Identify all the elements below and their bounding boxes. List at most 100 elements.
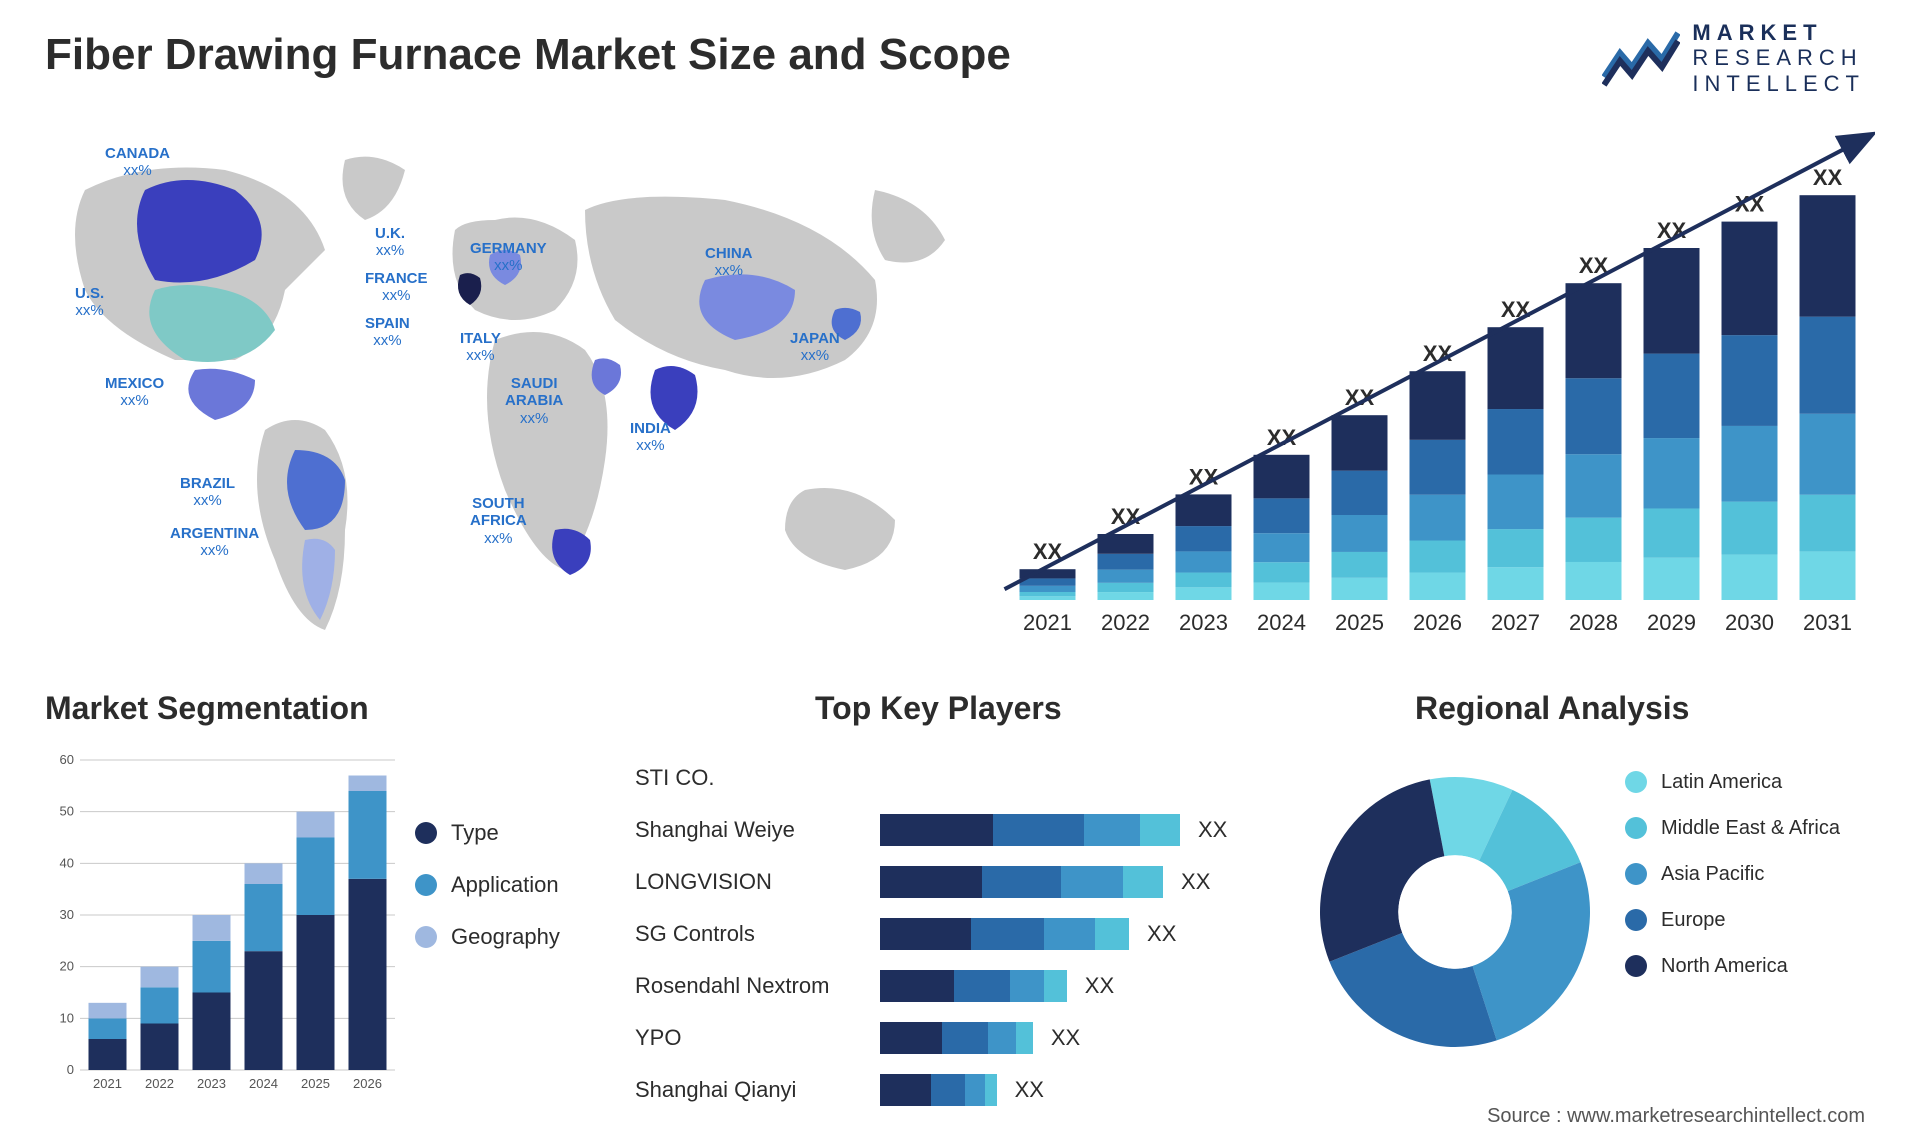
logo-text: MARKET RESEARCH INTELLECT bbox=[1692, 20, 1865, 96]
country-label-mexico: MEXICOxx% bbox=[105, 375, 164, 410]
growth-bar-seg bbox=[1410, 573, 1466, 600]
growth-bar-seg bbox=[1644, 558, 1700, 600]
growth-bar-seg bbox=[1410, 440, 1466, 495]
player-bar bbox=[880, 814, 1180, 846]
growth-bar-label: XX bbox=[1813, 165, 1843, 190]
country-label-canada: CANADAxx% bbox=[105, 145, 170, 180]
legend-dot-icon bbox=[1625, 771, 1647, 793]
legend-label: Asia Pacific bbox=[1661, 862, 1764, 886]
seg-bar-seg bbox=[141, 987, 179, 1023]
player-value: XX bbox=[1163, 869, 1210, 895]
seg-xtick: 2021 bbox=[93, 1076, 122, 1091]
seg-ytick: 50 bbox=[60, 804, 74, 819]
growth-chart-svg: XX2021XX2022XX2023XX2024XX2025XX2026XX20… bbox=[1000, 130, 1875, 660]
seg-bar-seg bbox=[245, 884, 283, 951]
world-map-panel: CANADAxx%U.S.xx%MEXICOxx%BRAZILxx%ARGENT… bbox=[25, 130, 965, 650]
player-value: XX bbox=[1129, 921, 1176, 947]
regional-legend-item: Asia Pacific bbox=[1625, 862, 1840, 886]
growth-bar-seg bbox=[1566, 518, 1622, 562]
country-label-saudi-arabia: SAUDIARABIAxx% bbox=[505, 375, 563, 427]
seg-bar-seg bbox=[297, 812, 335, 838]
growth-bar-seg bbox=[1488, 327, 1544, 409]
seg-bar-seg bbox=[349, 791, 387, 879]
growth-bar-seg bbox=[1722, 222, 1778, 336]
player-bar-seg bbox=[954, 970, 1011, 1002]
growth-bar-seg bbox=[1098, 570, 1154, 583]
seg-bar-seg bbox=[349, 776, 387, 792]
player-name: Shanghai Qianyi bbox=[635, 1077, 880, 1103]
seg-xtick: 2022 bbox=[145, 1076, 174, 1091]
seg-ytick: 0 bbox=[67, 1062, 74, 1077]
growth-bar-seg bbox=[1410, 541, 1466, 573]
country-label-u-k-: U.K.xx% bbox=[375, 225, 405, 260]
growth-bar-seg bbox=[1098, 592, 1154, 600]
player-row: Rosendahl NextromXX bbox=[635, 960, 1265, 1012]
player-bar-seg bbox=[988, 1022, 1016, 1054]
growth-bar-seg bbox=[1566, 454, 1622, 517]
growth-year-label: 2026 bbox=[1413, 610, 1462, 635]
growth-bar-seg bbox=[1332, 515, 1388, 552]
growth-year-label: 2031 bbox=[1803, 610, 1852, 635]
seg-bar-seg bbox=[193, 941, 231, 993]
growth-bar-seg bbox=[1254, 583, 1310, 600]
seg-xtick: 2024 bbox=[249, 1076, 278, 1091]
player-row: LONGVISIONXX bbox=[635, 856, 1265, 908]
logo-line2: RESEARCH bbox=[1692, 45, 1865, 70]
player-bar-seg bbox=[971, 918, 1045, 950]
player-bar bbox=[880, 1074, 997, 1106]
growth-bar-seg bbox=[1176, 587, 1232, 600]
growth-bar-seg bbox=[1566, 283, 1622, 378]
growth-bar-seg bbox=[1020, 578, 1076, 585]
growth-bar-seg bbox=[1020, 586, 1076, 592]
country-label-france: FRANCExx% bbox=[365, 270, 428, 305]
player-value: XX bbox=[1180, 817, 1227, 843]
growth-year-label: 2024 bbox=[1257, 610, 1306, 635]
growth-bar-seg bbox=[1488, 567, 1544, 600]
donut-hole bbox=[1398, 855, 1511, 968]
seg-bar-seg bbox=[89, 1039, 127, 1070]
legend-dot-icon bbox=[415, 874, 437, 896]
seg-ytick: 20 bbox=[60, 959, 74, 974]
growth-bar-seg bbox=[1176, 526, 1232, 551]
player-name: STI CO. bbox=[635, 765, 880, 791]
growth-bar-seg bbox=[1722, 426, 1778, 502]
legend-label: Latin America bbox=[1661, 770, 1782, 794]
growth-bar-seg bbox=[1176, 551, 1232, 572]
growth-bar-seg bbox=[1722, 502, 1778, 555]
growth-bar-seg bbox=[1566, 562, 1622, 600]
world-map-svg bbox=[25, 130, 965, 650]
seg-legend-item: Application bbox=[415, 872, 560, 898]
legend-dot-icon bbox=[415, 822, 437, 844]
growth-bar-seg bbox=[1410, 371, 1466, 440]
seg-bar-seg bbox=[141, 1024, 179, 1071]
map-mexico bbox=[188, 369, 255, 420]
growth-bar-seg bbox=[1644, 438, 1700, 508]
player-name: Rosendahl Nextrom bbox=[635, 973, 880, 999]
donut-svg bbox=[1305, 762, 1605, 1062]
legend-dot-icon bbox=[1625, 909, 1647, 931]
growth-bar-seg bbox=[1332, 471, 1388, 515]
brand-logo: MARKET RESEARCH INTELLECT bbox=[1602, 20, 1865, 96]
player-row: STI CO. bbox=[635, 752, 1265, 804]
growth-year-label: 2021 bbox=[1023, 610, 1072, 635]
growth-bar-seg bbox=[1800, 551, 1856, 600]
growth-bar-seg bbox=[1254, 562, 1310, 582]
player-bar-seg bbox=[880, 814, 993, 846]
growth-chart: XX2021XX2022XX2023XX2024XX2025XX2026XX20… bbox=[1000, 130, 1875, 660]
legend-label: Middle East & Africa bbox=[1661, 816, 1840, 840]
player-bar-seg bbox=[1044, 970, 1067, 1002]
player-bar-seg bbox=[1084, 814, 1141, 846]
player-bar-seg bbox=[880, 970, 954, 1002]
country-label-spain: SPAINxx% bbox=[365, 315, 410, 350]
growth-bar-seg bbox=[1176, 494, 1232, 526]
growth-bar-seg bbox=[1254, 455, 1310, 499]
growth-bar-seg bbox=[1800, 414, 1856, 495]
seg-bar-seg bbox=[297, 915, 335, 1070]
seg-bar-seg bbox=[89, 1003, 127, 1019]
growth-bar-seg bbox=[1800, 195, 1856, 316]
seg-xtick: 2025 bbox=[301, 1076, 330, 1091]
seg-bar-seg bbox=[193, 993, 231, 1071]
segmentation-title: Market Segmentation bbox=[45, 690, 605, 727]
logo-line1: MARKET bbox=[1692, 20, 1865, 45]
player-bar-seg bbox=[880, 918, 971, 950]
